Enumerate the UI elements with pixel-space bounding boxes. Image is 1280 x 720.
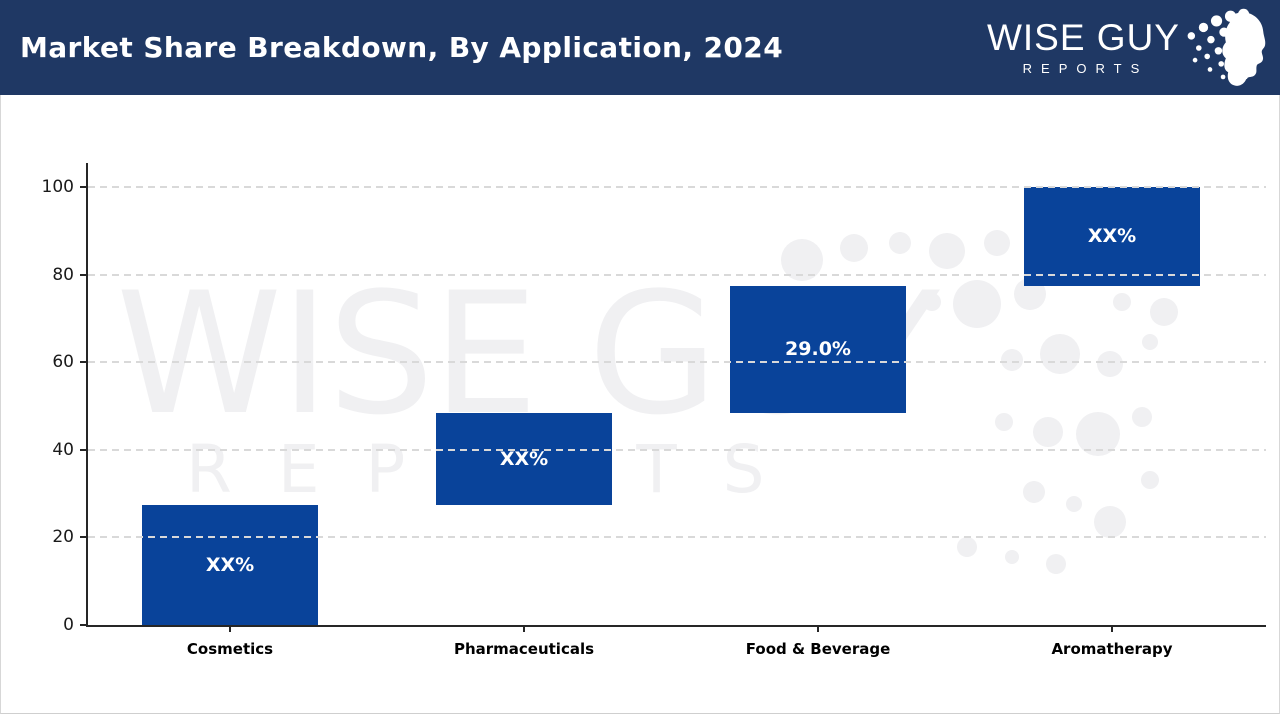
x-tick-mark [523, 627, 525, 632]
x-axis-label: Aromatherapy [1051, 640, 1173, 658]
y-tick-mark [80, 361, 87, 364]
y-tick-mark [80, 273, 87, 276]
bar-aromatherapy [1024, 187, 1200, 286]
y-tick-label: 100 [41, 177, 74, 197]
wiseguy-face-icon [1187, 8, 1266, 86]
wiseguy-logo-text: WISE GUY REPORTS [987, 19, 1180, 76]
x-axis-spine [86, 625, 1266, 627]
gridline [88, 186, 1266, 188]
header-bar: Market Share Breakdown, By Application, … [0, 0, 1280, 95]
x-axis-label: Food & Beverage [745, 640, 891, 658]
y-tick-label: 40 [52, 439, 74, 460]
bar-value-label: XX% [499, 447, 549, 470]
bar-value-label: XX% [1087, 225, 1137, 248]
x-axis-label: Pharmaceuticals [453, 640, 595, 658]
x-tick-mark [817, 627, 819, 632]
logo-wordmark: WISE GUY [986, 17, 1180, 58]
bar-pharmaceuticals [436, 412, 612, 505]
logo-subtitle: REPORTS [1022, 61, 1149, 76]
x-tick-mark [1111, 627, 1113, 632]
y-tick-label: 0 [63, 615, 74, 635]
y-tick-label: 20 [52, 527, 74, 548]
page-title: Market Share Breakdown, By Application, … [20, 31, 784, 64]
y-tick-label: 80 [52, 264, 74, 285]
x-axis-label: Cosmetics [186, 640, 274, 658]
bar-food-beverage [730, 285, 906, 413]
gridline [88, 448, 1266, 451]
y-axis-spine [86, 163, 88, 627]
y-tick-label: 60 [52, 352, 74, 373]
bar-value-label: XX% [205, 553, 255, 576]
y-tick-mark [80, 624, 87, 626]
gridline [88, 361, 1266, 364]
gridline [88, 273, 1266, 276]
bar-cosmetics [142, 504, 318, 625]
x-tick-mark [229, 627, 231, 632]
wiseguy-logo: WISE GUY REPORTS [987, 4, 1266, 92]
y-tick-mark [80, 448, 87, 451]
y-tick-mark [80, 186, 87, 188]
bar-value-label: 29.0% [785, 338, 851, 361]
y-tick-mark [80, 536, 87, 539]
gridline [88, 536, 1266, 539]
